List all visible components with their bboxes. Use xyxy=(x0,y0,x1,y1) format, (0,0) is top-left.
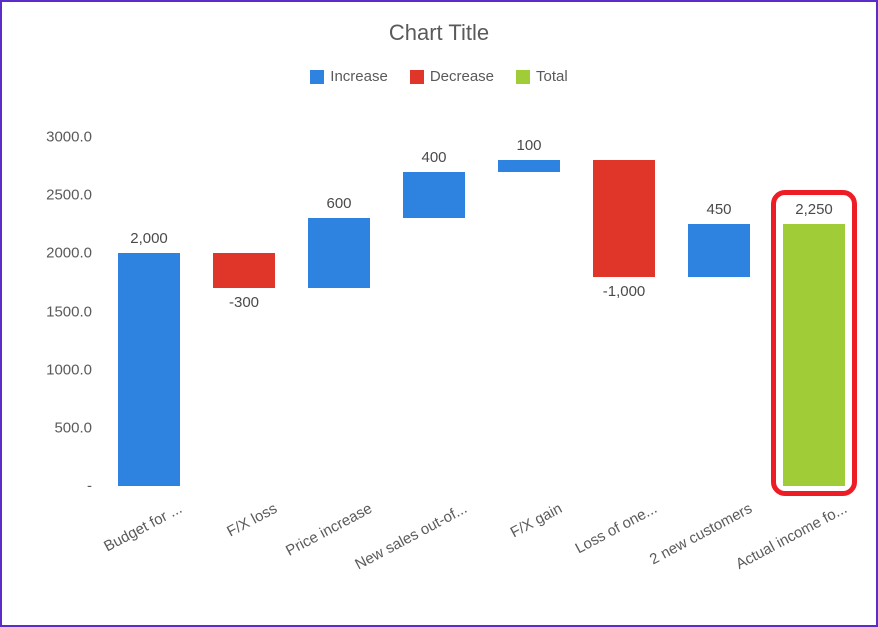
bar-decrease xyxy=(213,253,275,288)
x-tick-label: Loss of one... xyxy=(572,500,660,557)
data-label: -1,000 xyxy=(603,283,646,300)
x-tick-label: Price increase xyxy=(283,500,375,560)
data-label: -300 xyxy=(229,294,259,311)
y-tick-label: 1500.0 xyxy=(46,303,102,320)
legend-swatch-total xyxy=(516,70,530,84)
legend-label: Total xyxy=(536,68,568,85)
chart-frame: Chart Title Increase Decrease Total -500… xyxy=(0,0,878,627)
y-tick-label: 2500.0 xyxy=(46,187,102,204)
bar-increase xyxy=(118,253,180,486)
legend: Increase Decrease Total xyxy=(2,68,876,85)
plot-area: -500.01000.01500.02000.02500.03000.02,00… xyxy=(102,137,862,486)
legend-label: Increase xyxy=(330,68,388,85)
bar-increase xyxy=(403,172,465,219)
legend-swatch-decrease xyxy=(410,70,424,84)
bar-total xyxy=(783,224,845,486)
x-tick-label: Budget for ... xyxy=(101,500,185,555)
chart-title: Chart Title xyxy=(2,20,876,46)
data-label: 450 xyxy=(706,201,731,218)
legend-item-total: Total xyxy=(516,68,568,85)
legend-swatch-increase xyxy=(310,70,324,84)
legend-item-increase: Increase xyxy=(310,68,388,85)
legend-item-decrease: Decrease xyxy=(410,68,494,85)
legend-label: Decrease xyxy=(430,68,494,85)
y-tick-label: - xyxy=(87,478,102,495)
data-label: 100 xyxy=(516,137,541,154)
x-tick-label: F/X loss xyxy=(224,500,280,540)
bar-increase xyxy=(308,218,370,288)
bar-increase xyxy=(688,224,750,276)
y-tick-label: 1000.0 xyxy=(46,361,102,378)
data-label: 400 xyxy=(421,149,446,166)
bar-increase xyxy=(498,160,560,172)
y-tick-label: 2000.0 xyxy=(46,245,102,262)
x-tick-label: F/X gain xyxy=(508,500,565,541)
y-tick-label: 500.0 xyxy=(54,419,102,436)
data-label: 2,000 xyxy=(130,230,168,247)
data-label: 600 xyxy=(326,195,351,212)
y-tick-label: 3000.0 xyxy=(46,129,102,146)
bar-decrease xyxy=(593,160,655,276)
data-label: 2,250 xyxy=(795,201,833,218)
